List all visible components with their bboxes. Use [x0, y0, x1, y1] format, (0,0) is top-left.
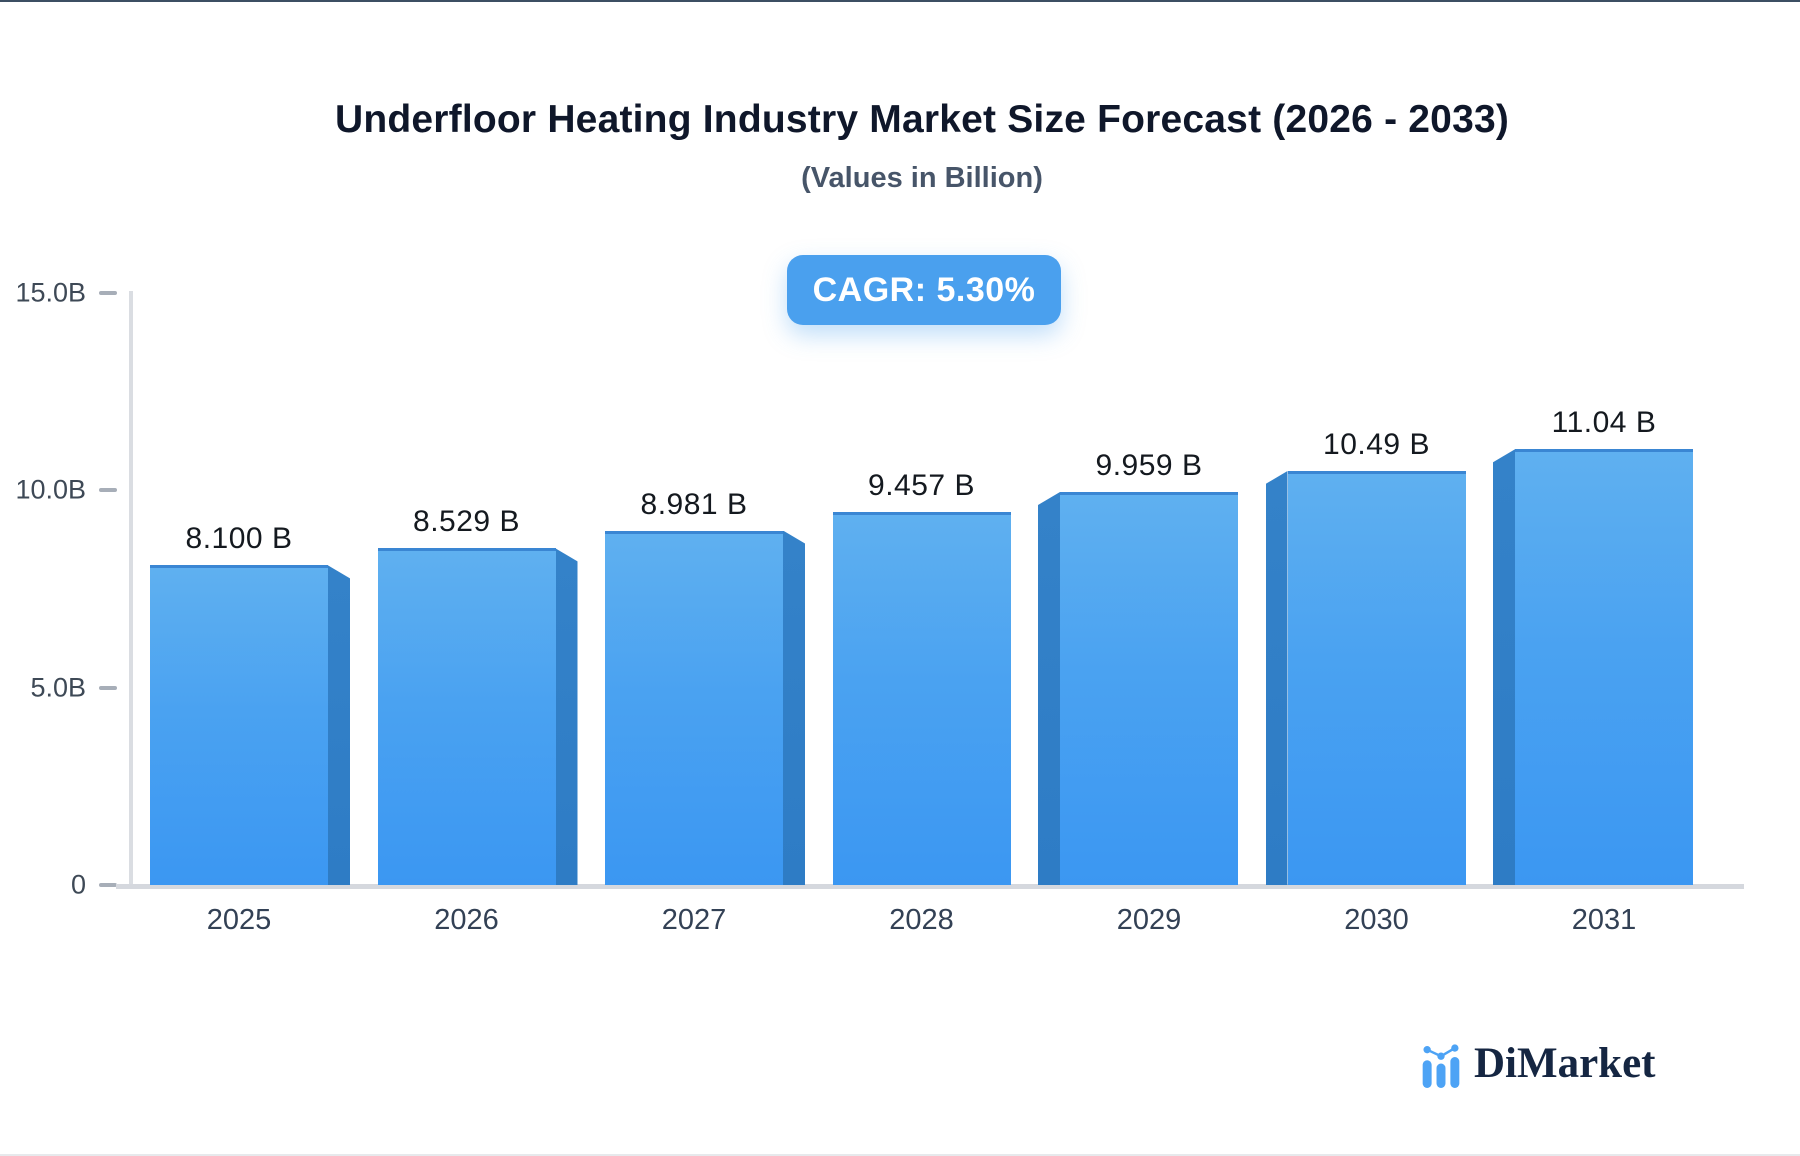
- x-tick-label: 2026: [434, 904, 499, 936]
- y-tick-mark: [99, 291, 117, 295]
- chart-subtitle: (Values in Billion): [801, 162, 1043, 194]
- cagr-badge: CAGR: 5.30%: [787, 255, 1061, 325]
- x-tick-label: 2031: [1571, 904, 1637, 936]
- y-tick-label: 15.0B: [15, 277, 86, 308]
- bar-value-label: 9.959 B: [1095, 448, 1203, 482]
- x-tick-label: 2027: [661, 904, 727, 936]
- bar-side-panel-2030: [1265, 470, 1288, 885]
- x-tick-label: 2025: [206, 904, 272, 936]
- bar-side-panel-2029: [1038, 491, 1060, 885]
- x-tick-label: 2028: [889, 904, 954, 936]
- cagr-badge-label: CAGR: 5.30%: [812, 270, 1036, 309]
- y-tick-label: 5.0B: [30, 672, 86, 703]
- x-tick-label: 2030: [1344, 904, 1409, 936]
- bar-value-label: 10.49 B: [1323, 427, 1430, 461]
- y-axis-line: [129, 291, 133, 887]
- bar-value-label: 8.100 B: [185, 522, 293, 556]
- bar-value-label: 11.04 B: [1551, 406, 1657, 440]
- y-tick-mark: [99, 488, 117, 493]
- bar-2026: [377, 548, 556, 885]
- bar-2027: [605, 530, 783, 885]
- bar-side-panel-2026: [555, 548, 578, 885]
- bar-2030: [1287, 470, 1466, 885]
- bar-side-panel-2031: [1493, 449, 1515, 885]
- brand-name: DiMarket: [1474, 1040, 1656, 1087]
- y-tick-mark: [99, 685, 117, 690]
- brand-logo: DiMarket: [1421, 1040, 1656, 1088]
- brand-chart-icon: [1422, 1044, 1460, 1088]
- bar-value-label: 9.457 B: [868, 468, 975, 502]
- y-tick-label: 10.0B: [15, 474, 86, 505]
- bar-2028: [832, 511, 1011, 885]
- bar-value-label: 8.529 B: [413, 505, 520, 539]
- y-tick-label: 0: [70, 869, 86, 900]
- x-tick-label: 2029: [1116, 904, 1182, 936]
- x-axis-baseline: [116, 884, 1744, 889]
- bar-value-label: 8.981 B: [640, 487, 748, 521]
- bar-side-panel-2027: [783, 530, 805, 885]
- chart-title: Underfloor Heating Industry Market Size …: [334, 98, 1510, 141]
- bar-2025: [150, 565, 328, 885]
- bar-2031: [1515, 449, 1693, 885]
- bar-side-panel-2025: [328, 565, 350, 885]
- y-tick-mark: [99, 883, 117, 887]
- bar-2029: [1060, 491, 1238, 885]
